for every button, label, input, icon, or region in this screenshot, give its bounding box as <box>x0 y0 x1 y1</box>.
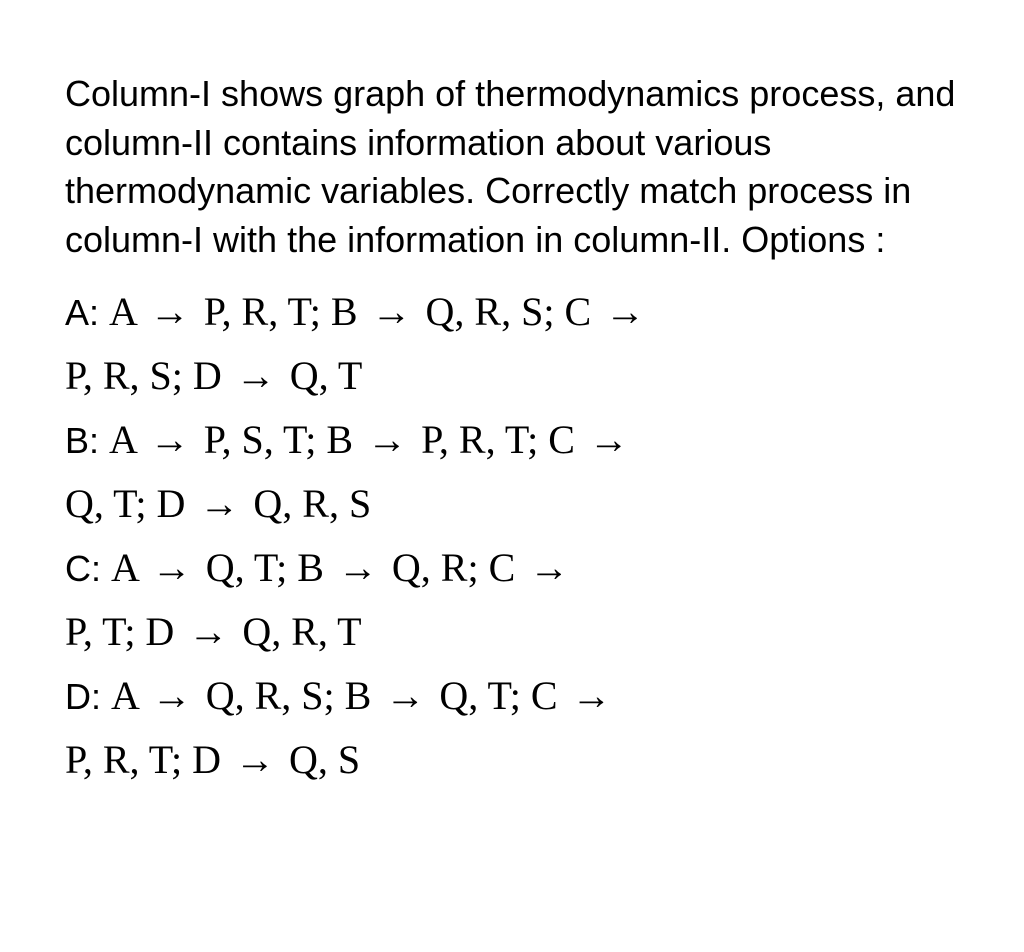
option-text: A <box>111 545 138 590</box>
option-text: Q, S <box>289 737 360 782</box>
option-text: P, R, S; D <box>65 353 222 398</box>
right-arrow-icon: → <box>152 666 192 726</box>
option-a-line2: P, R, S; D → Q, T <box>65 346 959 406</box>
option-c-label: C: <box>65 548 101 589</box>
option-d-line2: P, R, T; D → Q, S <box>65 730 959 790</box>
right-arrow-icon: → <box>150 282 190 342</box>
right-arrow-icon: → <box>367 410 407 470</box>
option-b-math-1: A → P, S, T; B → P, R, T; C → <box>109 417 633 462</box>
option-text: Q, R, S; B <box>206 673 372 718</box>
right-arrow-icon: → <box>235 730 275 790</box>
option-text: P, R, T; D <box>65 737 221 782</box>
option-text: A <box>109 289 136 334</box>
question-intro: Column-I shows graph of thermodynamics p… <box>65 70 959 264</box>
option-d-line1: D: A → Q, R, S; B → Q, T; C → <box>65 666 959 726</box>
option-a-math-1: A → P, R, T; B → Q, R, S; C → <box>109 289 649 334</box>
option-b-line2: Q, T; D → Q, R, S <box>65 474 959 534</box>
right-arrow-icon: → <box>188 602 228 662</box>
option-text: Q, R, T <box>242 609 361 654</box>
option-text: Q, T <box>290 353 363 398</box>
option-a-line1: A: A → P, R, T; B → Q, R, S; C → <box>65 282 959 342</box>
option-c-line1: C: A → Q, T; B → Q, R; C → <box>65 538 959 598</box>
right-arrow-icon: → <box>338 538 378 598</box>
option-text: Q, T; B <box>206 545 324 590</box>
option-b-label: B: <box>65 420 99 461</box>
right-arrow-icon: → <box>199 474 239 534</box>
option-text: P, S, T; B <box>204 417 353 462</box>
option-text: P, T; D <box>65 609 174 654</box>
option-text: Q, T; C <box>439 673 557 718</box>
option-text: Q, R, S <box>253 481 371 526</box>
option-c-math-1: A → Q, T; B → Q, R; C → <box>111 545 573 590</box>
option-text: A <box>111 673 138 718</box>
option-text: P, R, T; C <box>421 417 575 462</box>
option-b-line1: B: A → P, S, T; B → P, R, T; C → <box>65 410 959 470</box>
right-arrow-icon: → <box>150 410 190 470</box>
option-text: A <box>109 417 136 462</box>
right-arrow-icon: → <box>529 538 569 598</box>
right-arrow-icon: → <box>572 666 612 726</box>
option-d-math-1: A → Q, R, S; B → Q, T; C → <box>111 673 615 718</box>
option-text: Q, T; D <box>65 481 185 526</box>
option-text: Q, R; C <box>392 545 515 590</box>
right-arrow-icon: → <box>605 282 645 342</box>
option-c-line2: P, T; D → Q, R, T <box>65 602 959 662</box>
right-arrow-icon: → <box>236 346 276 406</box>
option-d-label: D: <box>65 676 101 717</box>
option-text: Q, R, S; C <box>426 289 592 334</box>
option-text: P, R, T; B <box>204 289 358 334</box>
option-a-label: A: <box>65 292 99 333</box>
right-arrow-icon: → <box>152 538 192 598</box>
options-container: A: A → P, R, T; B → Q, R, S; C → P, R, S… <box>65 282 959 790</box>
right-arrow-icon: → <box>385 666 425 726</box>
right-arrow-icon: → <box>372 282 412 342</box>
right-arrow-icon: → <box>589 410 629 470</box>
